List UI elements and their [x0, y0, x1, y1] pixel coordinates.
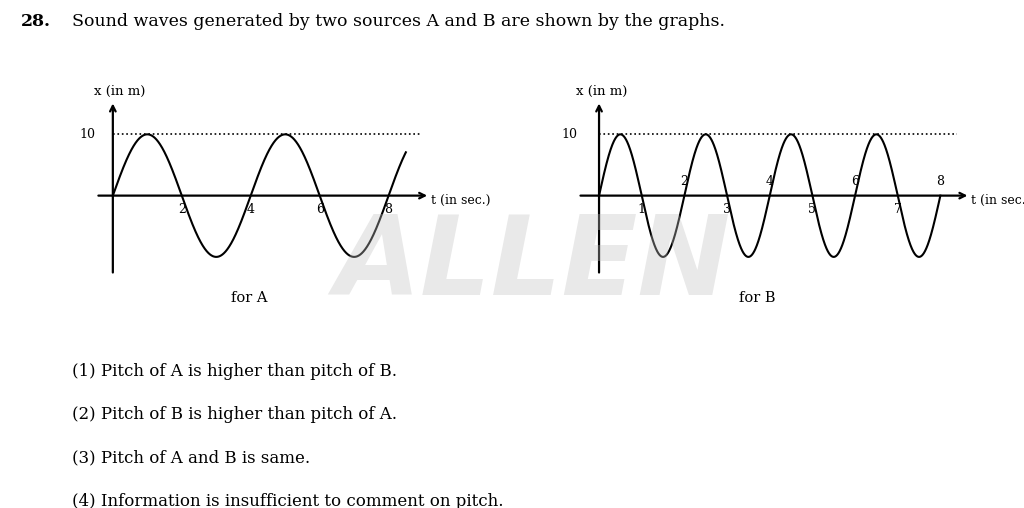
- Text: ALLEN: ALLEN: [334, 211, 731, 318]
- Text: t (in sec.): t (in sec.): [431, 194, 490, 207]
- Text: 6: 6: [315, 203, 324, 216]
- Text: t (in sec.): t (in sec.): [971, 194, 1024, 207]
- Text: 8: 8: [936, 175, 944, 188]
- Text: 4: 4: [766, 175, 774, 188]
- Text: 4: 4: [247, 203, 255, 216]
- Text: 8: 8: [385, 203, 392, 216]
- Text: 7: 7: [894, 203, 902, 216]
- Text: 2: 2: [178, 203, 185, 216]
- Text: 2: 2: [680, 175, 688, 188]
- Text: 1: 1: [638, 203, 646, 216]
- Text: Sound waves generated by two sources A and B are shown by the graphs.: Sound waves generated by two sources A a…: [72, 13, 725, 29]
- Text: 6: 6: [851, 175, 859, 188]
- Text: 10: 10: [562, 128, 578, 141]
- Text: 28.: 28.: [20, 13, 50, 29]
- Text: 5: 5: [808, 203, 816, 216]
- Text: 3: 3: [723, 203, 731, 216]
- Text: x (in m): x (in m): [94, 84, 145, 98]
- Text: (2) Pitch of B is higher than pitch of A.: (2) Pitch of B is higher than pitch of A…: [72, 406, 396, 423]
- Text: for A: for A: [230, 291, 267, 305]
- Text: (3) Pitch of A and B is same.: (3) Pitch of A and B is same.: [72, 450, 310, 466]
- Text: for B: for B: [738, 291, 775, 305]
- Text: (1) Pitch of A is higher than pitch of B.: (1) Pitch of A is higher than pitch of B…: [72, 363, 396, 380]
- Text: x (in m): x (in m): [575, 84, 627, 98]
- Text: 10: 10: [80, 128, 95, 141]
- Text: (4) Information is insufficient to comment on pitch.: (4) Information is insufficient to comme…: [72, 493, 503, 508]
